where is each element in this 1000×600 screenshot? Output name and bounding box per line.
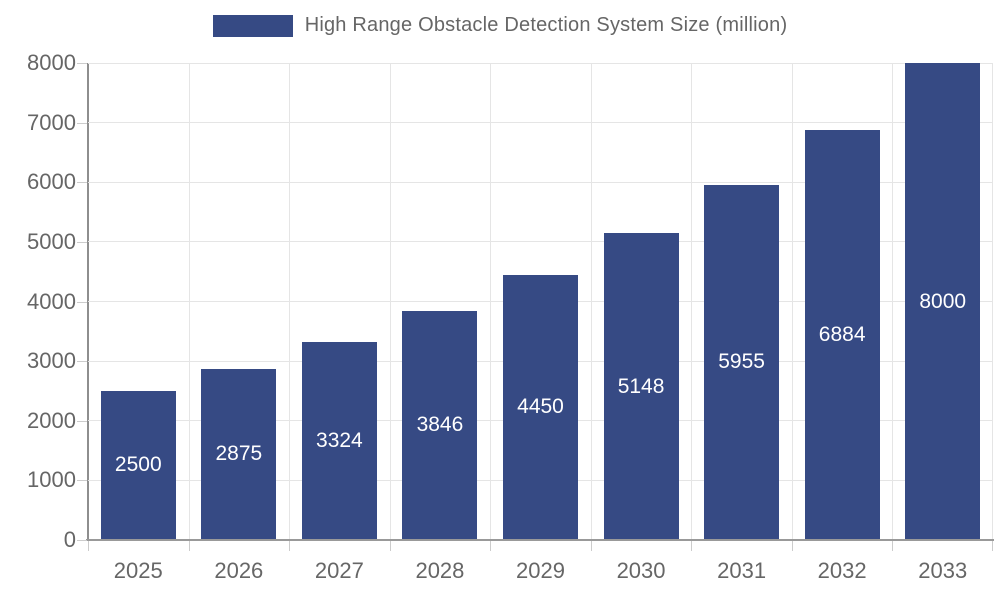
gridline-vertical xyxy=(690,63,692,540)
bar[interactable] xyxy=(402,310,478,540)
bar-value-label: 3324 xyxy=(316,428,363,452)
y-axis-line xyxy=(87,63,89,541)
bar[interactable] xyxy=(603,233,679,540)
gridline-vertical xyxy=(891,63,893,540)
x-axis-tick-label: 2025 xyxy=(113,558,163,583)
gridline-vertical xyxy=(791,63,793,540)
bar[interactable] xyxy=(100,390,176,540)
x-axis-tick-label: 2026 xyxy=(214,558,264,583)
y-axis-tick xyxy=(77,122,87,124)
legend-label[interactable]: High Range Obstacle Detection System Siz… xyxy=(304,14,788,36)
x-axis-tick xyxy=(691,541,692,551)
y-axis-tick xyxy=(77,420,87,422)
bar[interactable] xyxy=(804,129,880,540)
x-axis-tick-label: 2033 xyxy=(918,558,968,583)
y-axis-tick-label: 4000 xyxy=(27,288,76,314)
bar-value-label: 5148 xyxy=(617,374,665,398)
y-axis-tick xyxy=(77,540,87,541)
x-axis-tick xyxy=(892,541,893,551)
y-axis-tick-label: 0 xyxy=(63,527,76,552)
y-axis-tick xyxy=(77,361,87,363)
bar-value-label: 2500 xyxy=(114,453,162,477)
bar-value-label: 6884 xyxy=(818,322,866,346)
gridline-horizontal xyxy=(88,181,993,183)
gridline-vertical xyxy=(288,63,290,540)
x-axis-tick xyxy=(390,541,391,551)
x-axis-tick xyxy=(490,541,491,551)
gridline-vertical xyxy=(389,63,391,540)
bar[interactable] xyxy=(201,368,277,540)
gridline-vertical xyxy=(590,63,592,540)
y-axis-tick xyxy=(77,301,87,303)
legend: High Range Obstacle Detection System Siz… xyxy=(0,14,1000,37)
bar-value-label: 5955 xyxy=(718,350,765,374)
gridline-horizontal xyxy=(88,122,993,124)
y-axis-tick xyxy=(77,480,87,482)
y-axis-tick-label: 5000 xyxy=(27,228,76,254)
y-axis-tick-label: 1000 xyxy=(27,467,76,493)
x-axis-tick-label: 2030 xyxy=(616,558,666,583)
bar[interactable] xyxy=(503,274,578,540)
y-axis-tick-label: 7000 xyxy=(27,109,76,135)
gridline-horizontal xyxy=(88,241,993,243)
bar-value-label: 8000 xyxy=(919,289,967,313)
y-axis-tick-label: 2000 xyxy=(27,407,76,433)
gridline-vertical xyxy=(992,63,993,540)
y-axis-tick-label: 3000 xyxy=(27,348,76,374)
bar[interactable] xyxy=(704,184,780,540)
x-axis-tick-label: 2032 xyxy=(817,558,867,583)
bar[interactable] xyxy=(301,341,377,540)
plot-area: 2500 2875 3324 3846 4450 5148 5955 6884 8000 xyxy=(88,62,993,540)
x-axis-tick xyxy=(88,541,89,551)
x-axis-tick xyxy=(289,541,290,551)
x-axis-tick xyxy=(591,541,592,551)
x-axis-tick xyxy=(189,541,190,551)
y-axis-tick-label: 6000 xyxy=(27,169,76,195)
x-axis-tick-label: 2027 xyxy=(314,558,364,583)
y-axis-tick xyxy=(77,63,87,64)
x-axis-tick-label: 2031 xyxy=(717,558,767,583)
y-axis-tick xyxy=(77,241,87,243)
bar-value-label: 2875 xyxy=(215,442,263,466)
x-axis-tick-label: 2029 xyxy=(516,558,565,583)
bar-value-label: 3846 xyxy=(416,413,464,437)
y-axis-tick xyxy=(77,182,87,184)
gridline-vertical xyxy=(489,63,491,540)
legend-swatch-icon[interactable] xyxy=(212,14,293,37)
x-axis-line xyxy=(86,539,994,541)
gridline-horizontal xyxy=(88,62,993,64)
bar[interactable] xyxy=(905,63,981,540)
x-axis-tick xyxy=(792,541,793,551)
bar-value-label: 4450 xyxy=(517,395,564,419)
x-axis-tick-label: 2028 xyxy=(415,558,465,583)
y-axis-tick-label: 8000 xyxy=(27,50,76,75)
gridline-vertical xyxy=(188,63,190,540)
x-axis-tick xyxy=(992,541,993,551)
